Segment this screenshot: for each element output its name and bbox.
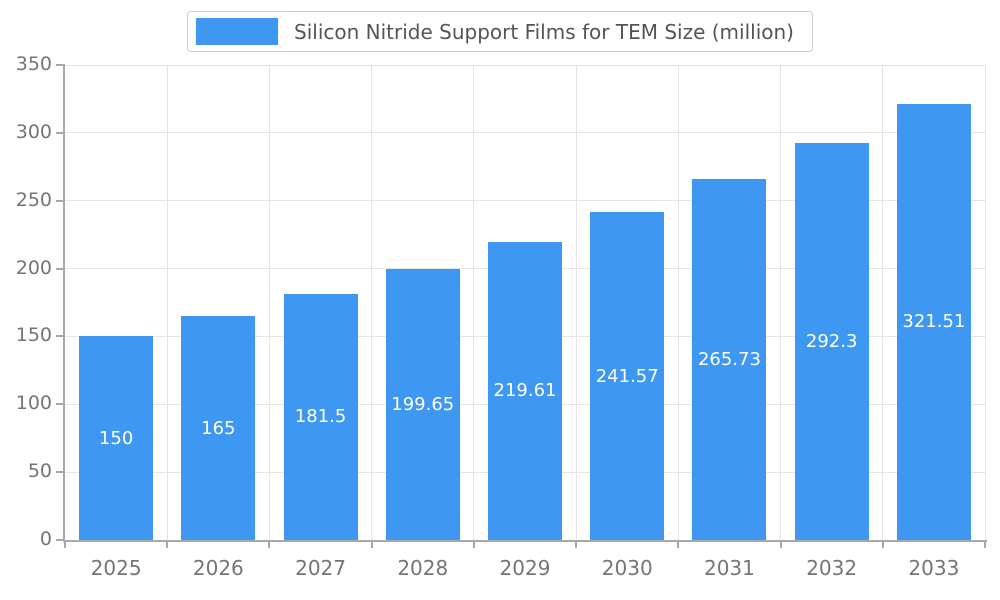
x-tick-mark xyxy=(64,540,66,548)
bar: 181.5 xyxy=(283,293,358,540)
y-tick-label: 250 xyxy=(15,188,52,211)
bar: 321.51 xyxy=(896,103,971,540)
legend: Silicon Nitride Support Films for TEM Si… xyxy=(187,11,813,52)
y-tick-mark xyxy=(56,403,65,406)
y-tick-mark xyxy=(56,539,65,541)
gridline-vertical xyxy=(473,65,475,540)
bar: 219.61 xyxy=(488,241,562,540)
bar: 150 xyxy=(79,336,154,540)
x-tick-label: 2032 xyxy=(806,556,858,580)
y-tick-mark xyxy=(56,64,65,66)
gridline-horizontal xyxy=(65,200,985,202)
bar-value-label: 321.51 xyxy=(902,311,966,333)
bar: 199.65 xyxy=(385,269,460,540)
x-tick-mark xyxy=(677,540,680,548)
y-tick-mark xyxy=(56,131,65,134)
y-tick-mark xyxy=(56,471,65,474)
bar: 241.57 xyxy=(590,212,665,540)
bar-value-label: 181.5 xyxy=(294,406,347,428)
gridline-vertical xyxy=(268,65,270,540)
x-tick-label: 2028 xyxy=(397,556,449,580)
bar: 165 xyxy=(181,316,256,540)
gridline-vertical xyxy=(984,65,986,540)
bar-value-label: 219.61 xyxy=(493,380,557,402)
legend-swatch xyxy=(196,18,279,45)
x-tick-mark xyxy=(166,540,169,548)
plot-area: 150 165 181.5 199.65 219.61 241.57 265.73 292.3… xyxy=(65,64,986,540)
x-tick-mark xyxy=(881,540,884,548)
x-tick-label: 2027 xyxy=(295,556,346,580)
bar: 265.73 xyxy=(692,179,767,540)
y-tick-label: 0 xyxy=(39,528,52,550)
x-tick-mark xyxy=(268,540,271,548)
x-tick-label: 2031 xyxy=(703,556,755,580)
gridline-horizontal xyxy=(65,132,985,134)
bar-value-label: 165 xyxy=(201,417,236,439)
gridline-vertical xyxy=(575,65,577,540)
bar: 292.3 xyxy=(794,143,869,540)
gridline-vertical xyxy=(166,65,168,540)
x-tick-label: 2029 xyxy=(499,556,551,580)
x-tick-mark xyxy=(472,540,475,548)
y-tick-mark xyxy=(56,199,65,202)
y-axis-line xyxy=(63,64,65,542)
y-tick-label: 200 xyxy=(15,256,52,279)
y-tick-mark xyxy=(56,267,65,270)
gridline-vertical xyxy=(780,65,782,540)
x-tick-mark xyxy=(779,540,782,548)
legend-label: Silicon Nitride Support Films for TEM Si… xyxy=(294,19,794,44)
gridline-vertical xyxy=(371,65,373,540)
y-tick-mark xyxy=(56,335,65,338)
x-tick-mark xyxy=(370,540,373,548)
y-tick-label: 100 xyxy=(15,392,52,415)
x-tick-label: 2033 xyxy=(908,556,960,580)
bar-value-label: 292.3 xyxy=(805,331,858,353)
gridline-vertical xyxy=(677,65,679,540)
x-tick-mark xyxy=(984,540,986,548)
y-tick-label: 150 xyxy=(15,324,52,347)
x-tick-label: 2026 xyxy=(192,556,244,580)
bar-value-label: 150 xyxy=(98,427,134,449)
bar-value-label: 241.57 xyxy=(595,365,659,387)
x-axis-line xyxy=(63,540,987,542)
y-tick-label: 350 xyxy=(15,53,52,75)
gridline-vertical xyxy=(882,65,884,540)
x-tick-label: 2025 xyxy=(90,556,142,580)
x-tick-label: 2030 xyxy=(601,556,653,580)
x-tick-mark xyxy=(575,540,578,548)
gridline-horizontal xyxy=(65,64,985,66)
y-tick-label: 50 xyxy=(27,460,52,483)
bar-value-label: 199.65 xyxy=(391,394,455,416)
y-tick-label: 300 xyxy=(15,120,52,143)
bar-value-label: 265.73 xyxy=(697,349,761,371)
